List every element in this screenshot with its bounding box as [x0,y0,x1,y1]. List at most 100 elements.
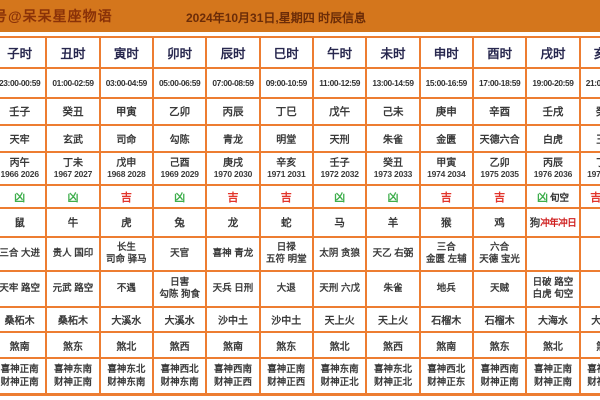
row-xishen-caishen: 喜神正南 财神正南 喜神东南 财神正南 喜神东北 财神东南 喜神西北 财神东南 喜神西南… [0,357,600,396]
cell-duty-star-2: 玄武 [45,124,101,153]
cell-hour-ganzhi-8: 己未 [365,97,421,126]
cell-time-range-3: 03:00-04:59 [98,67,154,99]
clash-years: 1974 2034 [427,168,466,179]
cell-sha-direction-12: 煞西 [578,331,600,359]
zodiac-name: 狗 [529,217,541,229]
clash-ganzhi: 丁巳 [582,158,600,170]
auspicious-mark: 吉 [280,191,292,204]
row-duty-star: 天牢玄武司命勾陈青龙明堂天刑朱雀金匮天德六合白虎玉堂 [0,124,600,153]
cell-duty-star-5: 青龙 [205,124,261,153]
clash-years: 1971 2031 [267,168,306,179]
cell-hour-name-5: 辰时 [205,36,261,69]
cell-luck-verdict-8: 凶 [365,184,421,209]
cell-zodiac-animal-7: 马 [311,207,368,238]
clash-ganzhi: 甲寅 [436,157,457,169]
zodiac-name: 猴 [441,217,452,229]
cell-hour-ganzhi-9: 庚申 [418,97,474,126]
clash-ganzhi: 丙辰 [542,157,563,169]
cell-xishen-caishen-12: 喜神东南 财神正南 [578,357,600,396]
cell-luck-verdict-5: 吉 [205,184,261,209]
page-title: 2024年10月31日,星期四 时辰信息 [186,11,367,25]
cell-nayin-element-9: 石榴木 [418,306,474,333]
clash-ganzhi: 己酉 [169,157,190,169]
cell-auspicious-stars-6: 日禄 五符 明堂 [258,236,314,272]
cell-nayin-element-7: 天上火 [311,306,368,333]
cell-auspicious-stars-7: 太阴 贪狼 [311,236,368,272]
cell-hour-name-11: 戌时 [525,36,581,69]
cell-sha-direction-3: 煞北 [98,331,154,359]
auspicious-mark: 吉 [494,191,506,204]
cell-nayin-element-5: 沙中土 [205,306,261,333]
clash-ganzhi: 壬子 [329,157,350,169]
header-band: 号@呆呆星座物语 2024年10月31日,星期四 时辰信息 [0,0,600,32]
clash-ganzhi: 辛亥 [276,157,297,169]
row-clash-ganzhi-years: 丙午 1966 2026 丁未 1967 2027 戊申 1968 2028 己酉 1969 … [0,151,600,186]
cell-time-range-11: 19:00-20:59 [525,67,581,99]
cell-duty-star-1: 天牢 [0,124,48,153]
inauspicious-mark: 凶 [174,191,186,204]
cell-zodiac-animal-2: 牛 [45,207,101,238]
cell-zodiac-animal-5: 龙 [205,207,261,238]
cell-time-range-2: 01:00-02:59 [45,67,101,99]
cell-clash-ganzhi-years-8: 癸丑 1973 2033 [365,151,421,186]
auspicious-mark: 吉 [227,191,239,204]
zodiac-name: 虎 [121,217,132,229]
zodiac-name: 龙 [227,217,239,229]
cell-nayin-element-11: 大海水 [525,306,581,333]
inauspicious-mark: 凶 [387,191,399,204]
cell-auspicious-stars-5: 喜神 青龙 [205,236,261,272]
cell-hour-name-9: 申时 [418,36,474,69]
row-hour-ganzhi: 壬子癸丑甲寅乙卯丙辰丁巳戊午己未庚申辛酉壬戌癸亥 [0,97,600,126]
cell-time-range-7: 11:00-12:59 [311,67,368,99]
cell-duty-star-7: 天刑 [311,124,368,153]
zodiac-name: 牛 [67,217,79,229]
cell-nayin-element-10: 石榴木 [471,306,528,333]
cell-inauspicious-stars-9: 地兵 [418,270,474,308]
clash-ganzhi: 丁未 [62,157,83,169]
cell-luck-verdict-2: 凶 [45,184,101,209]
cell-hour-name-10: 酉时 [471,36,528,69]
cell-nayin-element-2: 桑柘木 [45,306,101,333]
cell-inauspicious-stars-4: 日害 勾陈 狗食 [151,270,208,308]
cell-clash-ganzhi-years-9: 甲寅 1974 2034 [418,151,474,186]
cell-xishen-caishen-10: 喜神西南 财神正南 [471,357,528,396]
cell-nayin-element-6: 沙中土 [258,306,314,333]
cell-nayin-element-3: 大溪水 [98,306,154,333]
cell-clash-ganzhi-years-3: 戊申 1968 2028 [98,151,154,186]
cell-time-range-12: 21:00-22:59 [578,67,600,99]
cell-sha-direction-1: 煞南 [0,331,48,359]
cell-zodiac-animal-1: 鼠 [0,207,48,238]
cell-luck-verdict-7: 凶 [311,184,368,209]
cell-duty-star-6: 明堂 [258,124,314,153]
cell-luck-verdict-1: 凶 [0,184,48,209]
cell-sha-direction-4: 煞西 [151,331,208,359]
cell-duty-star-3: 司命 [98,124,154,153]
clash-years: 1976 2036 [533,168,573,179]
cell-xishen-caishen-4: 喜神西北 财神东南 [151,357,208,396]
cell-sha-direction-6: 煞东 [258,331,314,359]
cell-hour-ganzhi-7: 戊午 [311,97,368,126]
cell-zodiac-animal-3: 虎 [98,207,154,238]
cell-inauspicious-stars-1: 天牢 路空 [0,270,48,308]
zodiac-name: 羊 [387,217,399,229]
cell-clash-ganzhi-years-4: 己酉 1969 2029 [151,151,208,186]
zodiac-name: 鼠 [14,217,25,229]
clash-ganzhi: 戊申 [116,157,137,169]
cell-inauspicious-stars-11: 日破 路空 白虎 旬空 [525,270,581,308]
cell-zodiac-animal-10: 鸡 [471,207,528,238]
cell-hour-name-12: 亥时 [578,36,600,69]
cell-auspicious-stars-11 [525,236,581,272]
cell-hour-ganzhi-3: 甲寅 [98,97,154,126]
cell-time-range-8: 13:00-14:59 [365,67,421,99]
hour-table-body: 子时丑时寅时卯时辰时巳时午时未时申时酉时戌时亥时23:00-00:5901:00… [0,36,600,396]
cell-inauspicious-stars-5: 天兵 日刑 [205,270,261,308]
cell-auspicious-stars-3: 长生 司命 驿马 [98,236,154,272]
cell-hour-ganzhi-1: 壬子 [0,97,48,126]
cell-luck-verdict-11: 凶旬空 [525,184,581,209]
auspicious-mark: 吉 [440,191,452,204]
cell-inauspicious-stars-7: 天刑 六戊 [311,270,368,308]
cell-nayin-element-1: 桑柘木 [0,306,48,333]
row-zodiac-animal: 鼠 牛 虎 兔 龙 蛇 马 羊 猴 鸡 狗冲年冲日猪 [0,207,600,238]
cell-luck-verdict-9: 吉 [418,184,474,209]
cell-duty-star-12: 玉堂 [578,124,600,153]
